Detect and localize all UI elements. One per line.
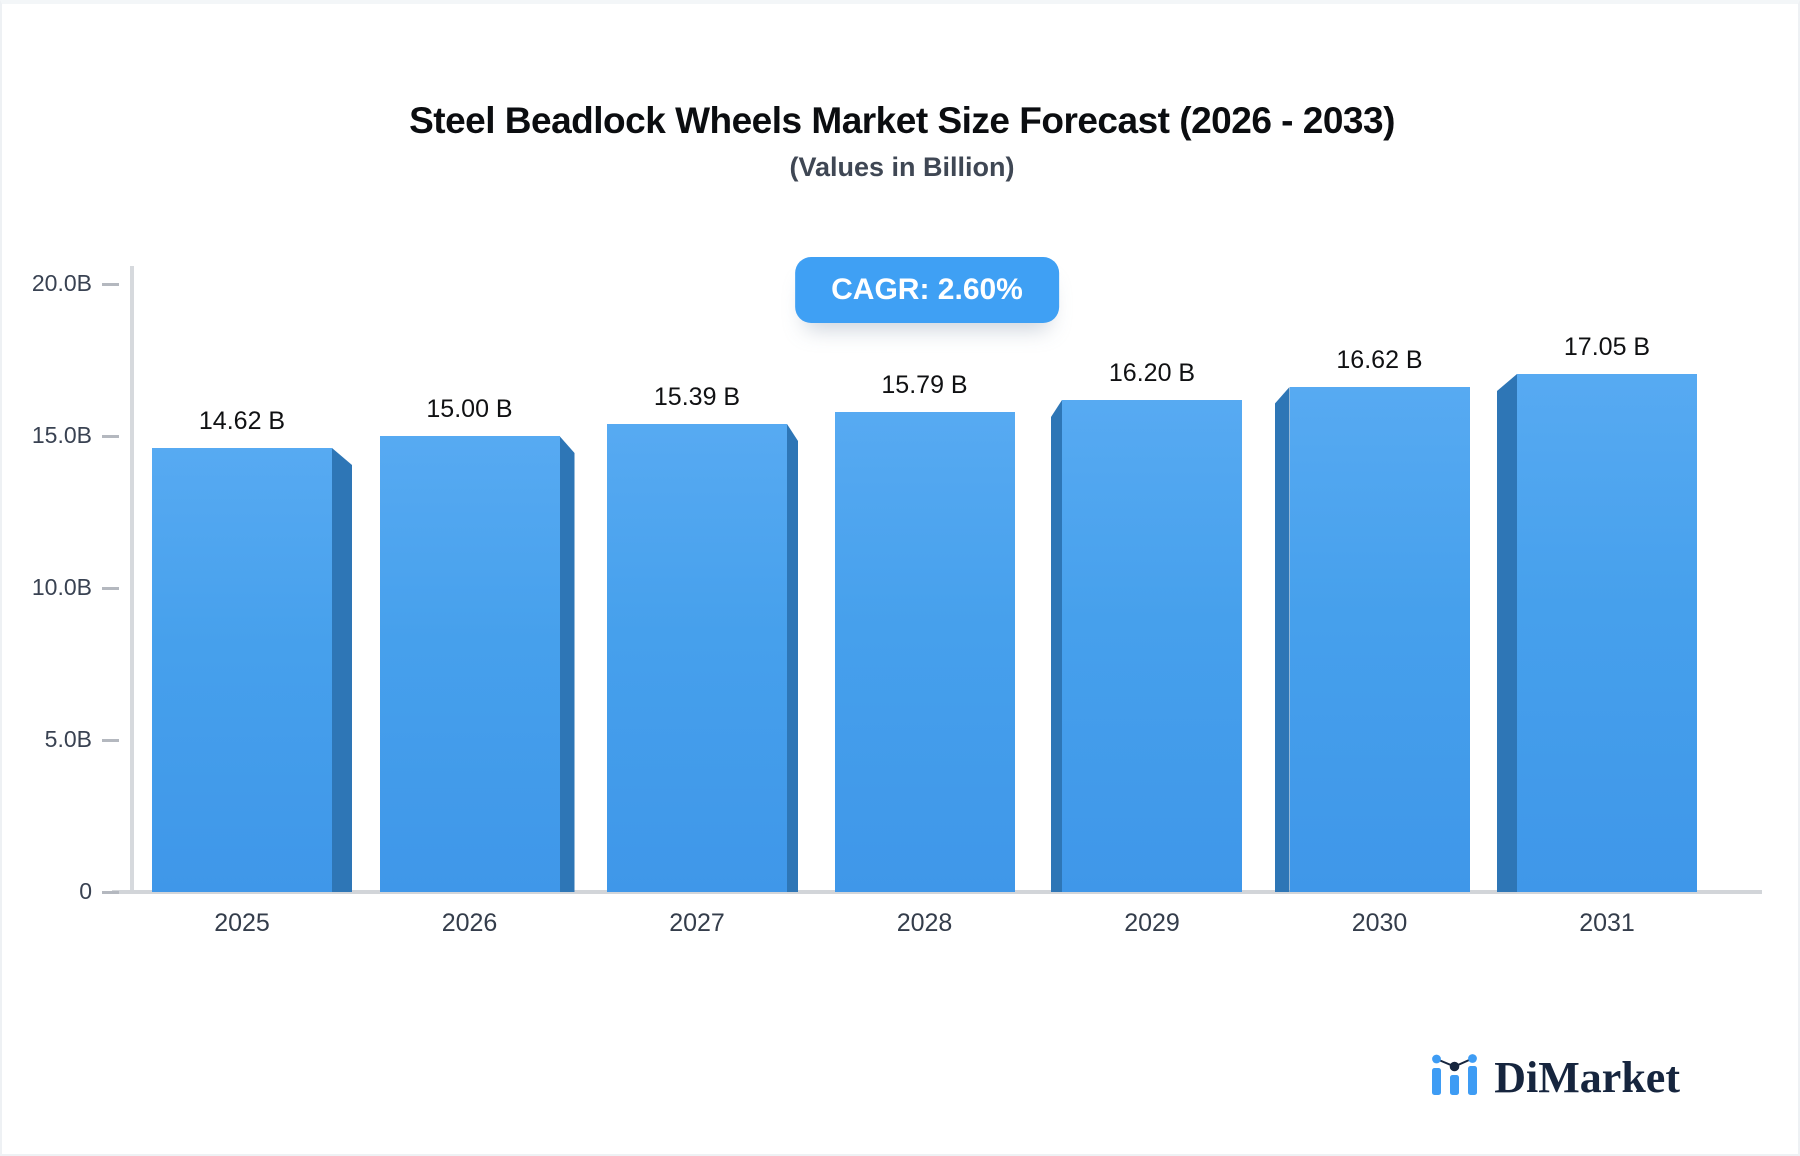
bar-value-label: 17.05 B [1563, 333, 1651, 361]
bar-2028 [834, 412, 1015, 892]
x-tick-label: 2031 [1579, 909, 1635, 937]
chart-title: Steel Beadlock Wheels Market Size Foreca… [409, 100, 1395, 141]
y-tick-label: 10.0B [31, 574, 92, 600]
y-tick-label: 20.0B [31, 270, 92, 296]
y-tick-label: 0 [79, 878, 92, 904]
bar-side-2030 [1274, 387, 1290, 892]
y-tick-mark [102, 890, 119, 894]
bar-side-2025 [332, 448, 352, 892]
y-tick-label: 5.0B [44, 726, 92, 752]
x-tick-label: 2030 [1351, 909, 1408, 937]
bar-value-label: 16.62 B [1336, 346, 1423, 374]
x-tick-label: 2026 [441, 909, 498, 937]
bar-2027 [607, 424, 787, 892]
bar-value-label: 15.39 B [653, 383, 741, 411]
bar-2031 [1517, 374, 1697, 892]
y-tick-mark [102, 282, 119, 286]
bar-side-2026 [559, 436, 575, 892]
chart-subtitle: (Values in Billion) [789, 152, 1015, 182]
dimarket-logo: DiMarket [1430, 1053, 1680, 1100]
bar-2029 [1062, 400, 1242, 892]
bar-value-label: 16.20 B [1108, 359, 1196, 387]
x-tick-label: 2029 [1124, 909, 1180, 937]
y-tick-mark [102, 434, 119, 438]
y-tick-mark [102, 586, 119, 590]
logo-text: DiMarket [1494, 1053, 1680, 1102]
bar-side-2029 [1051, 400, 1062, 892]
cagr-badge: CAGR: 2.60% [795, 257, 1059, 323]
x-axis-baseline [112, 890, 1762, 894]
bar-2030 [1289, 387, 1470, 892]
x-tick-label: 2027 [669, 909, 725, 937]
bar-side-2027 [787, 424, 798, 892]
y-tick-mark [102, 738, 119, 742]
bar-value-label: 15.00 B [426, 395, 513, 423]
y-tick-label: 15.0B [31, 422, 92, 448]
x-tick-label: 2028 [896, 909, 953, 937]
y-axis-line [130, 266, 134, 894]
plot-area: 20.0B 15.0B 10.0B 5.0B 0 14.62 B 2025 15.00 B 20… [2, 4, 1798, 1154]
bar-2026 [379, 436, 560, 892]
x-tick-label: 2025 [214, 909, 270, 937]
bar-side-2031 [1497, 374, 1517, 892]
bar-2025 [152, 448, 332, 892]
bar-value-label: 14.62 B [198, 407, 286, 435]
bar-value-label: 15.79 B [881, 371, 968, 399]
bar-chart-logo-icon [1430, 1053, 1480, 1100]
